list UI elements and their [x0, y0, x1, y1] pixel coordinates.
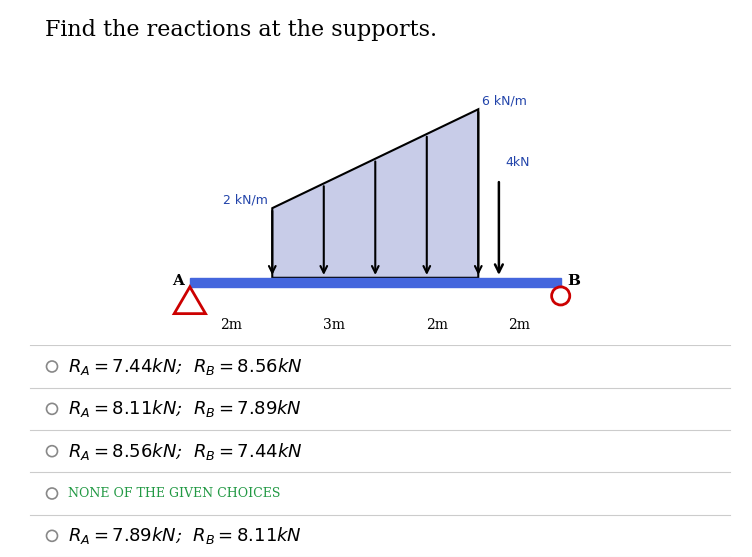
- Polygon shape: [272, 109, 478, 278]
- Text: 3m: 3m: [323, 317, 345, 332]
- Text: 4kN: 4kN: [505, 156, 529, 169]
- Text: A: A: [171, 275, 183, 289]
- Text: $R_A = 7.89kN$;  $R_B = 8.11kN$: $R_A = 7.89kN$; $R_B = 8.11kN$: [68, 525, 302, 546]
- Text: $R_A = 8.11kN$;  $R_B = 7.89kN$: $R_A = 8.11kN$; $R_B = 7.89kN$: [68, 398, 302, 419]
- Text: 2m: 2m: [508, 317, 530, 332]
- Text: Find the reactions at the supports.: Find the reactions at the supports.: [45, 19, 437, 41]
- Text: 6 kN/m: 6 kN/m: [482, 94, 527, 107]
- Text: 2 kN/m: 2 kN/m: [223, 193, 268, 206]
- Text: $R_A = 7.44kN$;  $R_B = 8.56kN$: $R_A = 7.44kN$; $R_B = 8.56kN$: [68, 356, 302, 377]
- Text: NONE OF THE GIVEN CHOICES: NONE OF THE GIVEN CHOICES: [68, 487, 280, 500]
- Text: B: B: [567, 275, 580, 289]
- Text: 2m: 2m: [426, 317, 448, 332]
- Text: $R_A = 8.56kN$;  $R_B = 7.44kN$: $R_A = 8.56kN$; $R_B = 7.44kN$: [68, 441, 302, 462]
- Text: 2m: 2m: [220, 317, 242, 332]
- FancyBboxPatch shape: [190, 278, 561, 287]
